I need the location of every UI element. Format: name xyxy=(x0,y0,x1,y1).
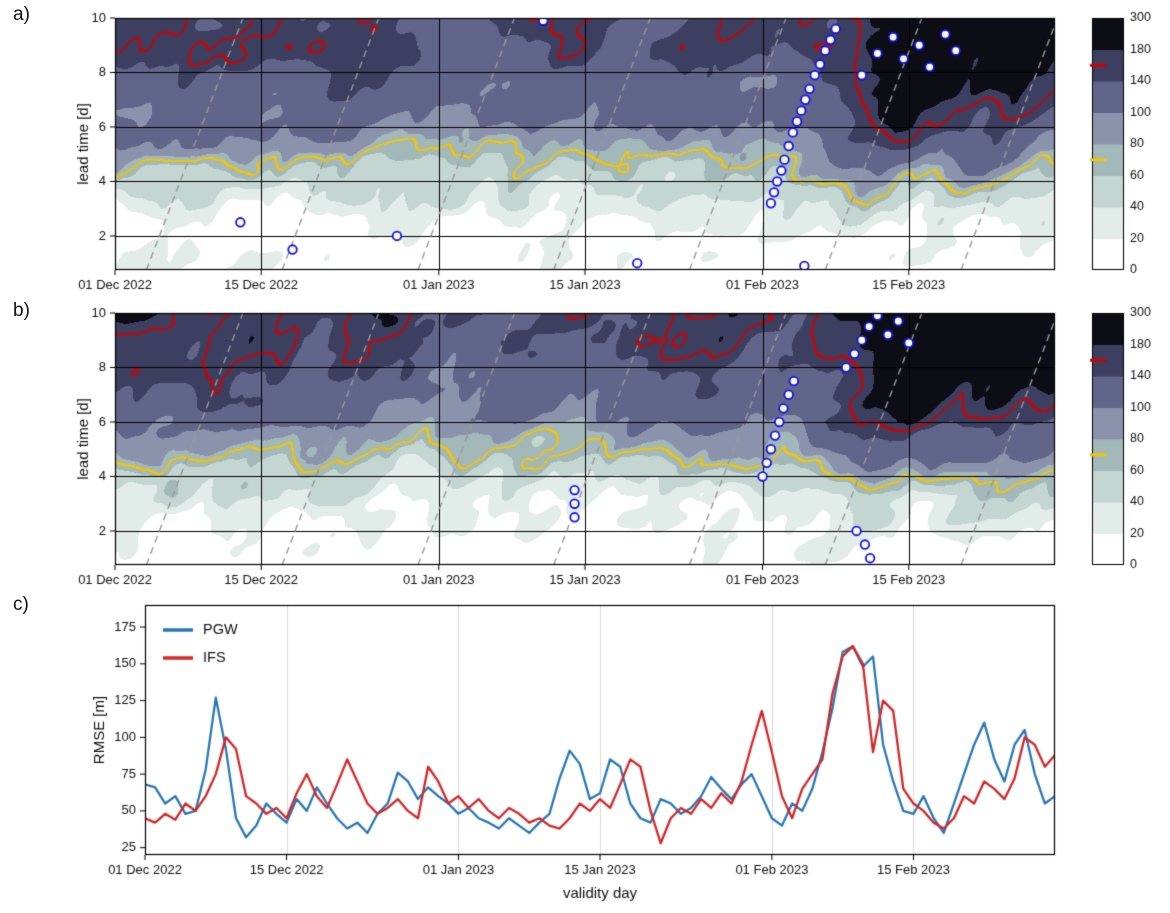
panel-c-line-chart xyxy=(0,590,1170,913)
panel-b-label: b) xyxy=(13,300,30,321)
panel-a-heatmap-chart xyxy=(0,0,1170,295)
panel-b-heatmap-chart xyxy=(0,295,1170,590)
panel-a-label: a) xyxy=(13,4,30,25)
panel-c-label: c) xyxy=(13,594,29,615)
